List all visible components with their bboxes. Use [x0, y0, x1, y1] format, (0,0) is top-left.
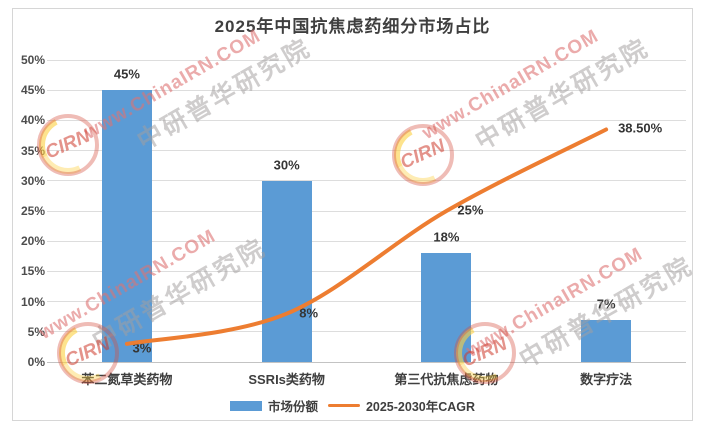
- y-axis-tick-label: 45%: [20, 83, 45, 98]
- bar-3: [421, 253, 472, 362]
- y-axis-tick-label: 35%: [20, 143, 45, 158]
- bar-value-label: 45%: [113, 66, 140, 82]
- cagr-point-label: 8%: [299, 305, 319, 321]
- gridline: [47, 119, 686, 121]
- x-category-label: SSRIs类药物: [248, 372, 325, 387]
- x-axis-line: [47, 361, 686, 363]
- cagr-point-label: 25%: [457, 202, 484, 218]
- gridline: [47, 59, 686, 61]
- cagr-point-label: 38.50%: [618, 120, 663, 136]
- y-axis-tick-label: 15%: [20, 264, 45, 279]
- y-axis-tick-label: 50%: [20, 53, 45, 67]
- bar-value-label: 18%: [433, 229, 460, 245]
- x-category-label: 第三代抗焦虑药物: [394, 372, 499, 387]
- bar-series-swatch-icon: [229, 400, 262, 411]
- bar-4: [581, 319, 632, 362]
- legend-label-cagr: 2025-2030年CAGR: [365, 400, 476, 414]
- legend-item-cagr: 2025-2030年CAGR: [327, 396, 476, 415]
- legend-label-market-share: 市场份额: [267, 400, 318, 414]
- chart-legend: 市场份额 2025-2030年CAGR: [0, 396, 705, 415]
- y-axis-tick-label: 20%: [20, 234, 45, 249]
- line-series-swatch-icon: [327, 404, 360, 407]
- y-axis-tick-label: 25%: [20, 204, 45, 218]
- legend-item-market-share: 市场份额: [229, 396, 318, 415]
- y-axis-tick-label: 0%: [27, 355, 45, 369]
- cagr-point-label: 3%: [132, 340, 152, 356]
- y-axis-tick-label: 30%: [20, 173, 45, 188]
- y-axis-tick-label: 10%: [20, 294, 45, 309]
- chart-title: 2025年中国抗焦虑药细分市场占比: [214, 17, 491, 36]
- y-axis-tick-label: 40%: [20, 113, 45, 128]
- gridline: [47, 89, 686, 91]
- y-axis-tick-label: 5%: [27, 324, 45, 339]
- x-category-label: 数字疗法: [580, 372, 633, 387]
- bar-1: [101, 90, 152, 362]
- bar-2: [261, 180, 312, 362]
- bar-value-label: 7%: [596, 296, 616, 312]
- x-category-label: 苯二氮草类药物: [81, 372, 173, 387]
- bar-value-label: 30%: [273, 157, 300, 173]
